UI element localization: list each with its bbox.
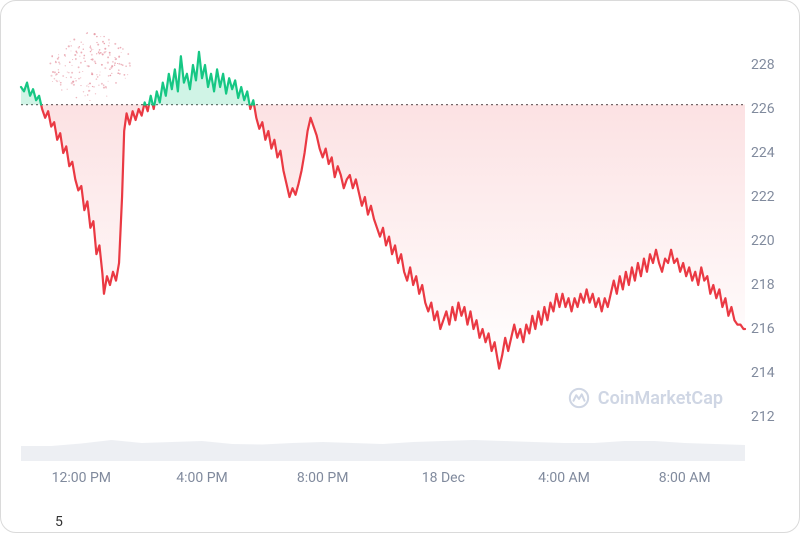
x-axis: 12:00 PM 4:00 PM 8:00 PM 18 Dec 4:00 AM 8:00 … xyxy=(21,470,745,494)
y-tick-label: 212 xyxy=(751,409,775,425)
chart-frame: 212 214 216 218 220 222 224 226 228 12:00 PM 4:00… xyxy=(0,0,800,533)
y-axis: 212 214 216 218 220 222 224 226 228 xyxy=(743,21,799,461)
y-tick-label: 220 xyxy=(751,233,775,249)
x-tick-label: 4:00 PM xyxy=(176,470,228,486)
x-tick-label: 8:00 PM xyxy=(297,470,349,486)
x-tick-label: 18 Dec xyxy=(422,470,465,486)
y-tick-label: 226 xyxy=(751,101,775,117)
x-tick-label: 4:00 AM xyxy=(538,470,590,486)
y-tick-label: 214 xyxy=(751,365,775,381)
chart-plot-area[interactable] xyxy=(21,21,745,461)
y-tick-label: 228 xyxy=(751,57,775,73)
volume-area xyxy=(21,440,745,461)
y-tick-label: 224 xyxy=(751,145,775,161)
price-fill-below-baseline xyxy=(41,105,745,369)
x-tick-label: 8:00 AM xyxy=(659,470,711,486)
x-tick-label: 12:00 PM xyxy=(52,470,111,486)
footnote: 5 xyxy=(55,514,63,530)
y-tick-label: 216 xyxy=(751,321,775,337)
y-tick-label: 222 xyxy=(751,189,775,205)
y-tick-label: 218 xyxy=(751,277,775,293)
chart-svg xyxy=(21,21,745,461)
